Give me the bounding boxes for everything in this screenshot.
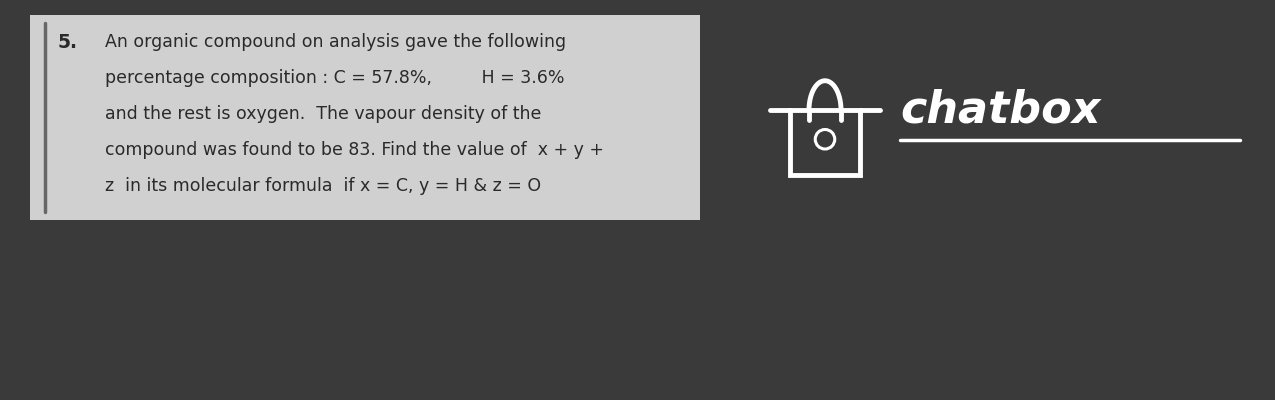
- Text: compound was found to be 83. Find the value of  x + y +: compound was found to be 83. Find the va…: [105, 141, 604, 159]
- Text: An organic compound on analysis gave the following: An organic compound on analysis gave the…: [105, 33, 566, 51]
- Bar: [31, 15, 700, 220]
- Text: chatbox: chatbox: [900, 88, 1100, 132]
- Text: and the rest is oxygen.  The vapour density of the: and the rest is oxygen. The vapour densi…: [105, 105, 542, 123]
- Text: percentage composition : C = 57.8%,         H = 3.6%: percentage composition : C = 57.8%, H = …: [105, 69, 565, 87]
- Text: z  in its molecular formula  if x = C, y = H & z = O: z in its molecular formula if x = C, y =…: [105, 177, 541, 195]
- Text: 5.: 5.: [57, 33, 78, 52]
